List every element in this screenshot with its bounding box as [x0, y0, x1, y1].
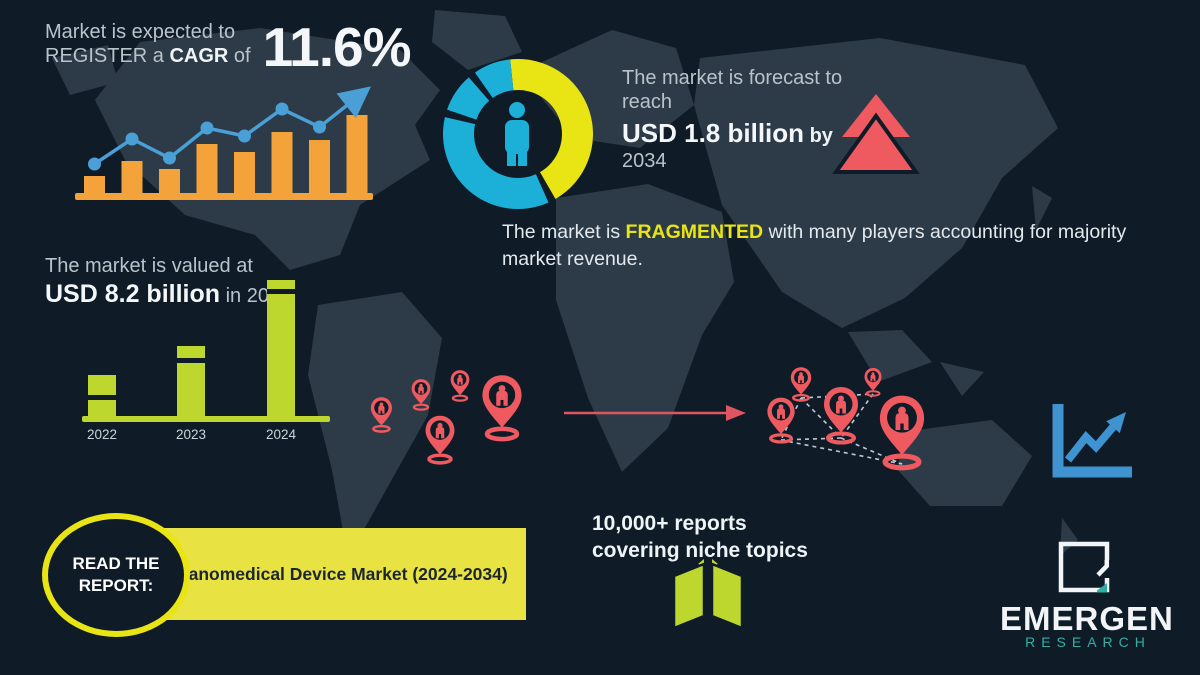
svg-text:2023: 2023	[176, 427, 206, 442]
location-pin-icon	[880, 396, 924, 468]
location-pin-icon	[369, 395, 394, 433]
fragmented-highlight: FRAGMENTED	[625, 221, 764, 243]
cagr-headline-text: Market is expected to REGISTER a CAGR of	[45, 20, 251, 69]
valuation-bars	[88, 280, 295, 416]
location-pin-icon	[482, 375, 521, 439]
open-book-icon	[672, 559, 744, 630]
forecast-value: USD 1.8 billion	[622, 117, 805, 148]
read-report-button[interactable]: READ THE REPORT:	[42, 513, 190, 637]
cagr-line1: Market is expected to	[45, 21, 236, 43]
trend-bars	[84, 115, 368, 193]
read-report-label: READ THE REPORT:	[72, 553, 160, 595]
location-pin-icon	[789, 366, 813, 402]
trend-baseline	[75, 193, 373, 200]
cagr-value: 11.6%	[262, 16, 412, 78]
valuation-year-labels: 2022 2023 2024	[87, 427, 297, 442]
cagr-trend-chart	[75, 86, 373, 200]
market-share-donut	[443, 59, 593, 210]
donut-slices	[443, 59, 593, 210]
forecast-line2: reach	[622, 91, 673, 114]
reports-line2: covering niche topics	[592, 538, 808, 562]
forecast-year: 2034	[622, 149, 667, 172]
reports-count-block: 10,000+ reports covering niche topics	[592, 511, 808, 565]
cagr-headline: Market is expected to REGISTER a CAGR of…	[45, 16, 412, 78]
pin-cluster-left	[369, 369, 540, 465]
trend-line-arrow-icon	[88, 86, 371, 171]
location-pin-icon	[765, 396, 797, 444]
flow-arrow-icon	[564, 405, 746, 421]
person-icon	[505, 102, 529, 166]
location-pin-icon	[423, 414, 457, 465]
valuation-baseline	[82, 416, 330, 422]
location-pin-icon	[863, 367, 883, 397]
reports-line1: 10,000+ reports	[592, 512, 747, 535]
fragmented-pre: The market is	[502, 221, 626, 243]
report-banner[interactable]: Nanomedical Device Market (2024-2034)	[142, 528, 526, 620]
valuation-value: USD 8.2 billion	[45, 280, 221, 309]
logo-subtitle: RESEARCH	[1025, 634, 1151, 650]
valuation-line1: The market is valued at	[45, 255, 253, 277]
cagr-line2-post: of	[228, 45, 251, 68]
report-banner-label: Nanomedical Device Market (2024-2034)	[176, 563, 508, 584]
forecast-by: by	[804, 124, 833, 147]
location-pin-icon	[449, 369, 471, 402]
svg-text:2024: 2024	[266, 427, 297, 442]
double-up-arrow-icon	[832, 94, 920, 174]
location-pin-icon	[822, 385, 860, 445]
emergen-logo-icon	[1058, 541, 1111, 593]
location-pin-icon	[410, 378, 432, 411]
cagr-line2-pre: REGISTER a	[45, 45, 170, 68]
cagr-word: CAGR	[169, 45, 229, 68]
forecast-block: The market is forecast to reach USD 1.8 …	[622, 66, 862, 173]
fragmented-post: with many players accounting for majorit…	[502, 221, 1127, 270]
valuation-block: The market is valued at USD 8.2 billion …	[45, 254, 291, 309]
forecast-line1: The market is forecast to	[622, 67, 843, 89]
fragmented-note: The market is FRAGMENTED with many playe…	[502, 219, 1150, 273]
svg-text:2022: 2022	[87, 427, 117, 442]
market-valuation-chart: 2022 2023 2024	[82, 280, 330, 442]
pin-cluster-right	[765, 366, 955, 480]
logo-title: EMERGEN	[1000, 600, 1174, 637]
line-chart-arrow-icon	[1052, 404, 1132, 478]
